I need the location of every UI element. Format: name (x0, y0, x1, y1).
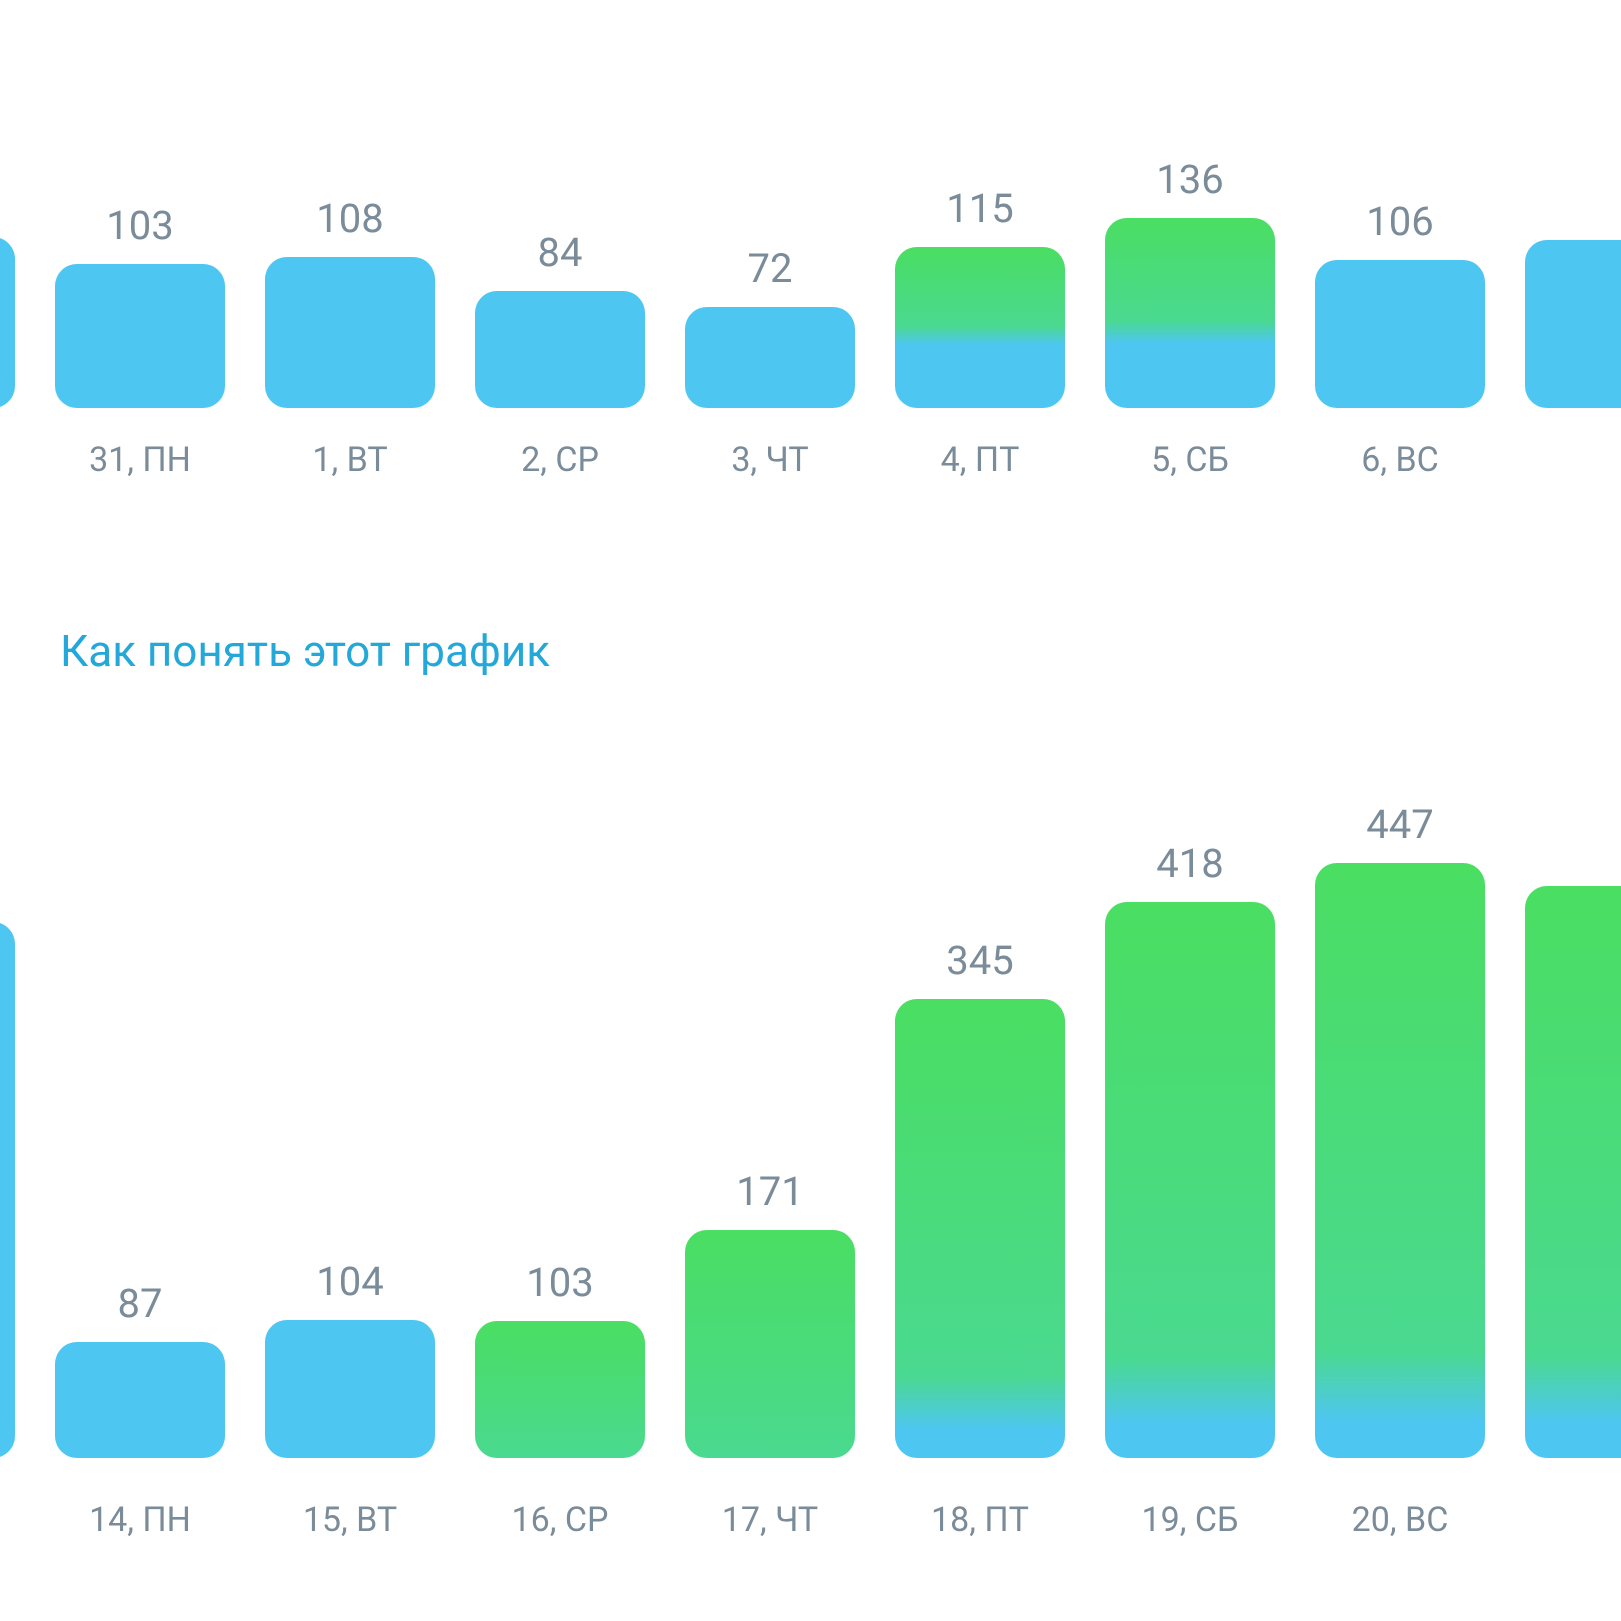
bar-x-label: 5, СБ (1151, 430, 1229, 490)
bar-slot: 115 4, ПТ (895, 185, 1065, 490)
bar-slot: 136 5, СБ (1105, 156, 1275, 490)
weekly-bar-chart-top: 10331, ПН1081, ВТ842, СР723, ЧТ1154, ПТ1… (0, 130, 1621, 490)
bar-slot: 72 3, ЧТ (685, 245, 855, 490)
bar-rect (475, 1321, 645, 1458)
bar-rect (0, 237, 15, 408)
bar-rect (1315, 260, 1485, 408)
bar-slot: 106 6, ВС (1315, 198, 1485, 490)
bar-value-label: 108 (316, 195, 383, 247)
bar-value-label: 87 (118, 1280, 163, 1332)
bar-rect (1105, 218, 1275, 408)
bar-rect (265, 257, 435, 408)
bar-slot (0, 175, 15, 490)
bar-slot: 418 19, СБ (1105, 840, 1275, 1560)
bar-slot: 104 15, ВТ (265, 1258, 435, 1560)
bar-x-label: 4, ПТ (941, 430, 1020, 490)
bar-slot: 171 17, ЧТ (685, 1168, 855, 1560)
bar-rect (1105, 902, 1275, 1458)
bar-rect (55, 264, 225, 408)
bar-value-label: 418 (1156, 840, 1223, 892)
bar-slot: 87 14, ПН (55, 1280, 225, 1560)
bar-value-label: 103 (106, 202, 173, 254)
bar-value-label: 171 (736, 1168, 803, 1220)
bar-x-label: 15, ВТ (303, 1480, 397, 1560)
bar-slot: 84 2, СР (475, 229, 645, 490)
bar-value-label: 447 (1366, 801, 1433, 853)
bar-slot: 103 31, ПН (55, 202, 225, 490)
bar-x-label: 20, ВС (1352, 1480, 1449, 1560)
bar-slot: 430 (1525, 824, 1621, 1560)
bar-rect (1525, 240, 1621, 408)
bar-value-label: 106 (1366, 198, 1433, 250)
bar-rect (475, 291, 645, 408)
bar-slot: 447 20, ВС (1315, 801, 1485, 1560)
bar-x-label: 14, ПН (89, 1480, 191, 1560)
bar-rect (0, 922, 15, 1458)
bar-x-label: 17, ЧТ (722, 1480, 818, 1560)
bar-value-label: 72 (748, 245, 793, 297)
bar-x-label: 16, СР (512, 1480, 609, 1560)
bar-rect (895, 999, 1065, 1458)
weekly-bar-chart-bottom: 87 14, ПН 104 15, ВТ 103 16, СР 171 17, ЧТ 345 18… (0, 790, 1621, 1560)
bar-rect (1525, 886, 1621, 1458)
bar-value-label: 345 (946, 937, 1013, 989)
bar-value-label: 104 (316, 1258, 383, 1310)
bar-x-label: 6, ВС (1361, 430, 1439, 490)
bar-slot: 120 (1525, 178, 1621, 490)
bar-value-label: 103 (526, 1259, 593, 1311)
bar-x-label: 3, ЧТ (731, 430, 808, 490)
bar-rect (895, 247, 1065, 408)
bar-rect (1315, 863, 1485, 1458)
bar-value-label: 115 (946, 185, 1013, 237)
bar-row: 10331, ПН1081, ВТ842, СР723, ЧТ1154, ПТ1… (0, 156, 1621, 490)
bar-value-label: 84 (538, 229, 583, 281)
bar-slot: 108 1, ВТ (265, 195, 435, 490)
bar-x-label: 31, ПН (89, 430, 191, 490)
bar-slot: 103 16, СР (475, 1259, 645, 1560)
bar-slot (0, 860, 15, 1560)
bar-rect (265, 1320, 435, 1458)
bar-rect (685, 1230, 855, 1458)
bar-x-label: 18, ПТ (931, 1480, 1029, 1560)
bar-rect (685, 307, 855, 408)
bar-rect (55, 1342, 225, 1458)
bar-value-label: 136 (1156, 156, 1223, 208)
bar-x-label: 1, ВТ (312, 430, 387, 490)
how-to-read-chart-link[interactable]: Как понять этот график (60, 625, 550, 677)
bar-row: 87 14, ПН 104 15, ВТ 103 16, СР 171 17, ЧТ 345 18… (0, 801, 1621, 1560)
bar-x-label: 2, СР (521, 430, 599, 490)
bar-x-label: 19, СБ (1142, 1480, 1239, 1560)
bar-slot: 345 18, ПТ (895, 937, 1065, 1560)
